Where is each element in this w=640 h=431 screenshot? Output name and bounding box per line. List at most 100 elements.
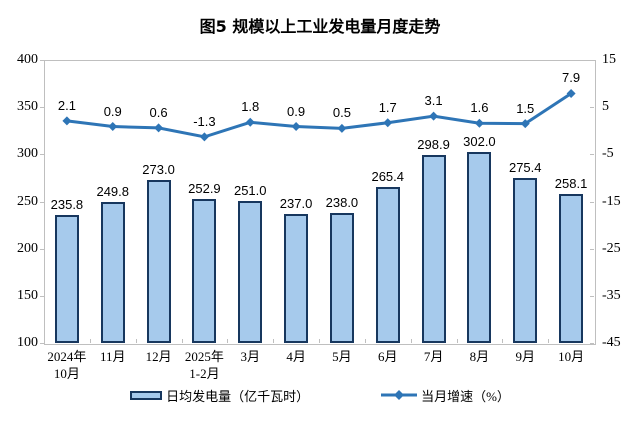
bar-value-label: 238.0 [325,194,359,210]
bar-value-label: 265.4 [371,168,405,184]
line-marker-icon [383,118,393,128]
x-axis-label: 6月 [377,349,398,364]
left-axis-tick-label: 250 [17,193,38,209]
line-marker-icon [520,119,530,129]
left-axis-tick-label: 300 [17,146,38,162]
right-axis-tick [590,60,594,61]
x-axis-tick [502,339,504,343]
bar [421,155,446,343]
bar [513,177,538,343]
right-axis-tick [590,343,594,344]
legend: 日均发电量（亿千瓦时） 当月增速（%） [0,383,640,407]
x-axis-label: 3月 [240,349,260,364]
growth-line [62,88,576,142]
chart-title: 图5 规模以上工业发电量月度走势 [199,17,441,36]
line-value-label: 1.5 [516,100,535,116]
line-marker-icon [291,122,301,132]
line-series-swatch-icon [381,389,418,401]
x-axis-tick [181,339,183,343]
right-axis-tick [590,154,594,156]
x-axis-tick [364,339,366,343]
bar-value-label: 249.8 [96,183,130,199]
left-axis-tick [40,154,44,156]
x-axis-label: 4月 [286,349,306,364]
legend-item-line: 当月增速（%） [381,386,510,405]
plot-area [44,60,596,345]
x-axis-tick [89,339,91,343]
right-axis-tick-label: -15 [602,193,621,209]
x-axis-label: 10月 [558,349,585,364]
x-axis-tick [273,339,275,343]
line-value-label: 1.7 [378,99,397,115]
line-value-label: 7.9 [562,70,581,86]
bar [146,179,171,343]
left-axis-tick [40,248,44,250]
bar-value-label: 252.9 [188,180,221,196]
bar [192,198,217,343]
bar-value-label: 302.0 [463,134,496,150]
line-marker-icon [199,132,209,142]
x-axis-label: 8月 [469,349,490,364]
bar-value-label: 258.1 [554,175,588,191]
right-axis-tick-label: 5 [602,99,609,115]
line-value-label: 3.1 [424,93,443,109]
left-axis-tick [40,343,44,344]
bar-value-label: 298.9 [417,137,450,153]
x-axis-label: 11月 [99,349,126,364]
right-axis-tick [590,295,594,297]
bar-value-label: 251.0 [233,182,267,198]
bar-value-label: 237.0 [279,195,313,211]
bar [238,200,263,343]
x-axis-label: 5月 [332,349,352,364]
line-value-label: 0.5 [332,105,351,121]
left-axis-tick [40,295,44,297]
left-axis-tick-label: 150 [17,287,38,303]
line-value-label: -1.3 [193,113,216,129]
bar [100,201,125,343]
line-value-label: 1.6 [470,100,489,116]
line-value-label: 2.1 [57,97,76,113]
right-axis-tick [590,107,594,109]
x-axis-label: 12月 [145,349,172,364]
bar [284,213,309,343]
legend-item-bar: 日均发电量（亿千瓦时） [130,386,309,405]
legend-bar-label: 日均发电量（亿千瓦时） [166,388,310,404]
left-axis-tick-label: 350 [17,99,38,115]
left-axis-tick-label: 100 [17,335,38,350]
left-axis-tick [40,107,44,109]
bar [467,152,492,343]
line-marker-icon [429,111,439,121]
x-axis-tick [319,339,320,343]
x-axis-tick [135,339,137,343]
right-axis-tick-label: -45 [602,335,621,350]
line-marker-icon [474,118,484,128]
line-marker-icon [337,123,347,133]
line-value-label: 0.9 [103,103,122,119]
line-marker-icon [154,123,164,133]
bar [54,214,79,343]
bar [329,212,354,343]
right-axis-tick-label: -5 [602,146,614,162]
growth-line-path [66,92,572,139]
bar-series-swatch-icon [130,390,163,400]
x-axis-tick [456,339,458,343]
right-axis-tick [590,201,594,203]
left-axis-tick-label: 200 [17,240,38,256]
right-axis-tick [590,248,594,250]
right-axis-tick-label: 15 [602,52,616,67]
line-marker-icon [566,88,576,98]
bar [559,193,584,343]
line-value-label: 1.8 [241,99,260,115]
bar-value-label: 273.0 [142,161,175,177]
x-axis-tick [548,339,550,343]
bar [375,186,400,343]
bar-value-label: 235.8 [50,196,84,212]
line-marker-icon [245,117,255,127]
x-axis-label: 2024年 10月 [47,349,87,381]
x-axis-tick [227,339,229,343]
x-axis-label: 9月 [515,349,535,364]
x-axis-label: 2025年 1-2月 [184,349,224,381]
line-marker-icon [62,116,72,126]
x-axis-label: 7月 [423,349,444,364]
